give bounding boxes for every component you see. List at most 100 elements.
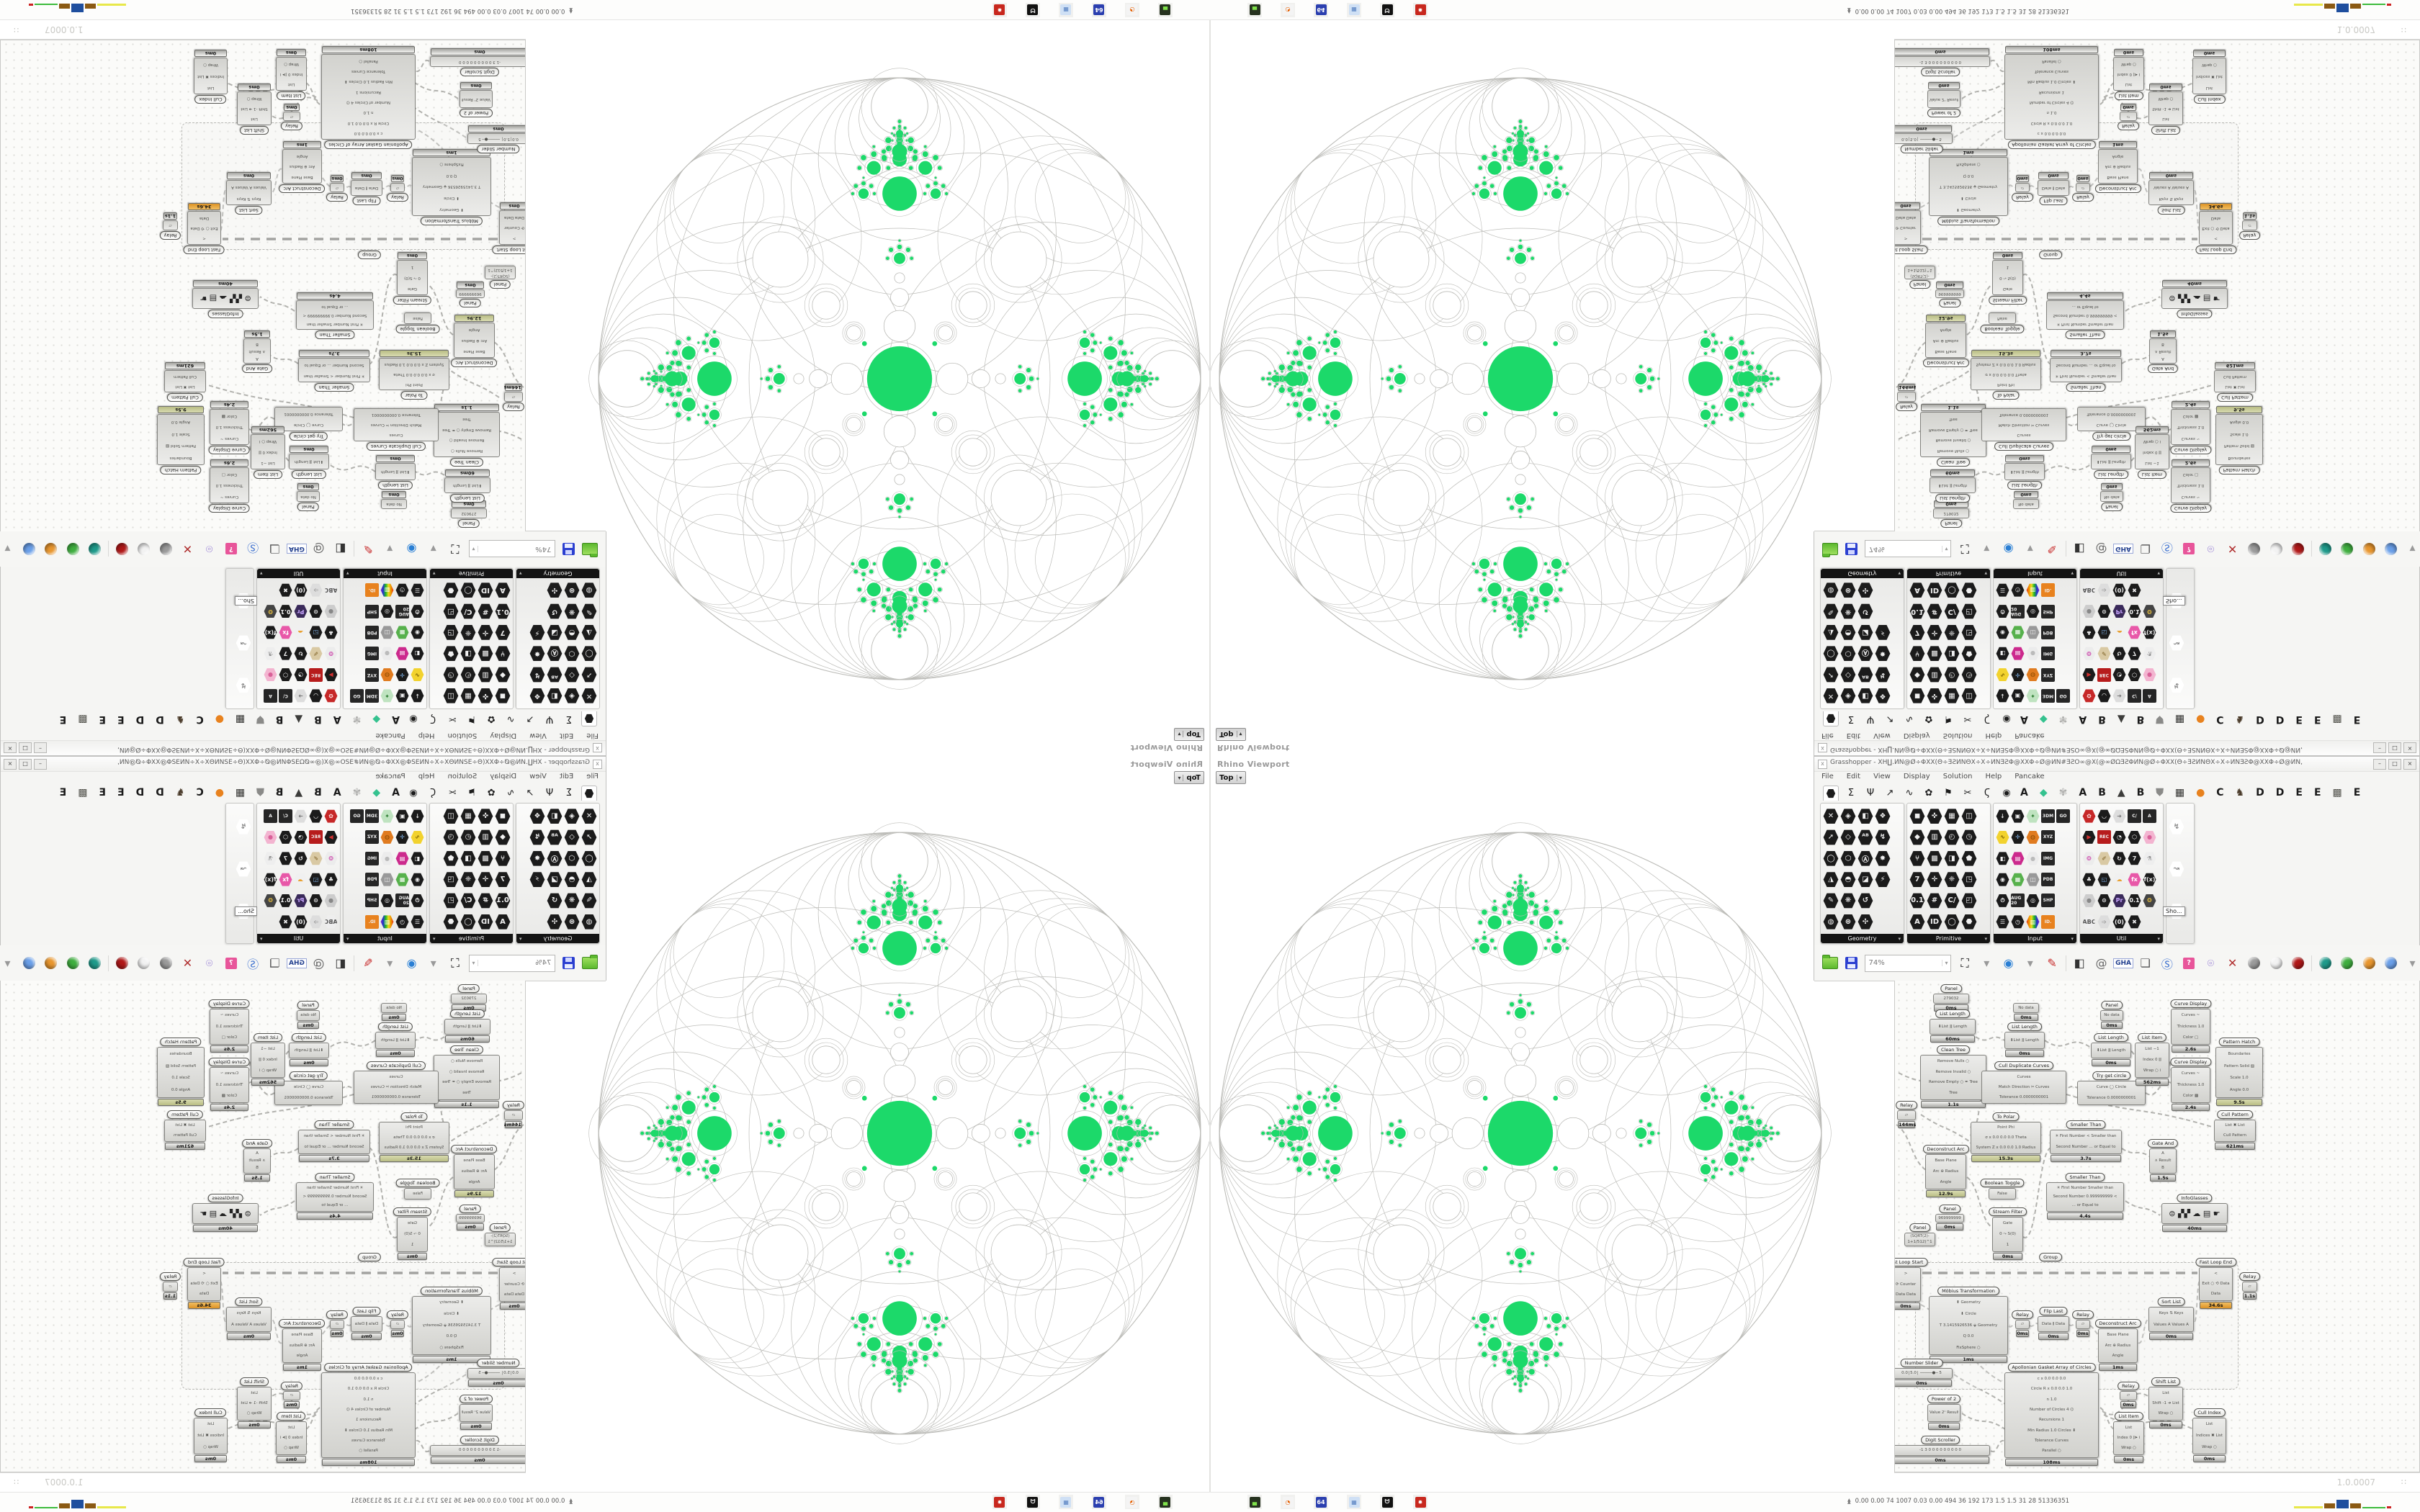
component-icon[interactable]: ↻ xyxy=(2112,647,2126,660)
component-icon[interactable]: ✦ xyxy=(380,809,394,823)
component-icon[interactable]: ID. xyxy=(2041,914,2055,929)
component-icon[interactable]: ᴬᴮ xyxy=(547,667,563,683)
component-icon[interactable]: ● xyxy=(2026,647,2040,660)
component-icon[interactable]: ◫ xyxy=(443,809,459,824)
tab-icon-0[interactable] xyxy=(581,786,597,801)
component-icon[interactable]: ⏱ xyxy=(1996,894,2009,907)
plugin-tab-2[interactable]: ✾ xyxy=(2058,714,2068,725)
component-icon[interactable]: ◮ xyxy=(1823,872,1839,887)
plugin-tab-4[interactable]: B xyxy=(2098,787,2106,798)
component-icon[interactable]: ✸ xyxy=(529,646,545,662)
component-icon[interactable]: ◮ xyxy=(581,624,597,640)
component-icon[interactable]: ➩ xyxy=(2097,583,2111,597)
search-icon[interactable]: Ⓢ xyxy=(247,541,259,555)
export-doc-icon[interactable]: ❏ xyxy=(269,956,280,970)
idea-bulb-icon[interactable]: ⌾ xyxy=(2207,955,2215,970)
export-doc-icon[interactable]: ❏ xyxy=(2140,956,2151,970)
tab-icon-5[interactable]: ✿ xyxy=(1924,788,1933,798)
plugin-tab-5[interactable]: ▲ xyxy=(2117,714,2125,725)
component-icon[interactable]: ID. xyxy=(365,583,379,598)
component-icon[interactable]: f(x) xyxy=(2143,873,2156,886)
component-icon[interactable]: ▥ xyxy=(2026,583,2040,597)
bat-icon[interactable]: ᗢ xyxy=(1026,1495,1040,1509)
component-icon[interactable]: ☰ xyxy=(411,583,424,597)
virus-gear-icon[interactable]: ✹ xyxy=(992,3,1007,17)
ball-wire-icon[interactable] xyxy=(135,955,152,972)
component-icon[interactable]: ☁ xyxy=(294,873,308,886)
component-icon[interactable]: 0.1 xyxy=(2128,894,2141,907)
component-icon[interactable]: ⚗ xyxy=(2143,647,2156,660)
virus-gear-icon[interactable]: ✹ xyxy=(1413,1495,1428,1509)
component-icon[interactable]: ⑂ xyxy=(1909,646,1925,662)
component-icon[interactable]: ▥ xyxy=(380,915,394,929)
component-icon[interactable]: 0.1 xyxy=(279,605,292,618)
caret-icon[interactable]: ▾ xyxy=(387,542,393,556)
calculator-icon[interactable]: ▦ xyxy=(1059,3,1073,17)
menu-view[interactable]: View xyxy=(1873,773,1891,780)
pin-teal-icon[interactable] xyxy=(86,541,103,558)
component-icon[interactable]: ⊙ xyxy=(2097,605,2111,618)
menu-view[interactable]: View xyxy=(1873,732,1891,739)
component-icon[interactable]: ▦ xyxy=(1944,688,1960,703)
component-icon[interactable]: ◪ xyxy=(1857,872,1873,887)
plugin-tab-7[interactable]: ⛊ xyxy=(2156,714,2164,725)
component-icon[interactable]: ⊙ xyxy=(2097,894,2111,907)
component-icon[interactable]: ID. xyxy=(365,914,379,929)
component-icon[interactable]: ID xyxy=(478,582,493,598)
component-icon[interactable]: ◡ xyxy=(309,809,323,823)
component-icon[interactable]: ✣ xyxy=(547,582,563,598)
component-icon[interactable]: ✸ xyxy=(1875,850,1891,866)
component-icon[interactable]: ◴ xyxy=(1944,829,1960,845)
plugin-tab-1[interactable]: ◆ xyxy=(372,714,381,725)
component-icon[interactable]: ◮ xyxy=(581,872,597,888)
ball-orange-icon[interactable] xyxy=(2360,541,2377,558)
plugin-tab-8[interactable]: ▦ xyxy=(235,787,246,798)
mystery-box-icon[interactable]: ? xyxy=(2181,541,2197,558)
component-icon[interactable]: ID. xyxy=(2041,583,2055,598)
component-icon[interactable]: ∿ xyxy=(411,830,424,844)
component-icon[interactable]: ✦ xyxy=(2026,689,2040,703)
component-icon[interactable]: ● xyxy=(2082,894,2096,907)
component-icon[interactable]: ● xyxy=(264,668,277,682)
component-icon[interactable]: 7 xyxy=(495,872,511,888)
component-icon[interactable]: ◱ xyxy=(309,626,323,639)
plugin-tab-14[interactable]: E xyxy=(2295,787,2303,798)
component-icon[interactable]: ➚ xyxy=(581,829,597,845)
pin-teal-icon[interactable] xyxy=(2317,955,2334,972)
component-icon[interactable]: ✐ xyxy=(309,852,323,865)
component-icon[interactable]: ◓ xyxy=(1840,624,1856,640)
plugin-tab-3[interactable]: A xyxy=(2079,787,2087,798)
floppy64-icon[interactable]: 64 xyxy=(1314,3,1328,17)
pin-green-icon[interactable] xyxy=(2339,955,2355,972)
ball-blue-icon[interactable] xyxy=(21,541,37,558)
component-icon[interactable]: ◎ xyxy=(380,605,394,618)
component-icon[interactable]: ▩ xyxy=(478,646,493,662)
component-icon[interactable]: ⚗ xyxy=(264,852,277,865)
plugin-tab-15[interactable]: E xyxy=(99,714,107,725)
component-icon[interactable]: ◼ xyxy=(1909,809,1925,824)
plugin-tab-1[interactable]: ◆ xyxy=(372,787,381,798)
firefox-icon[interactable]: ◔ xyxy=(1281,1495,1295,1509)
component-icon[interactable]: ◍ xyxy=(2026,831,2040,844)
wire-display-icon[interactable]: ✕ xyxy=(2227,542,2238,556)
plugin-tab-12[interactable]: D xyxy=(156,787,164,798)
component-icon[interactable]: ◯ xyxy=(581,850,597,866)
menu-solution[interactable]: Solution xyxy=(1942,732,1973,739)
menu-display[interactable]: Display xyxy=(490,773,517,780)
component-icon[interactable]: ❂ xyxy=(264,605,277,618)
plugin-tab-3[interactable]: A xyxy=(333,787,341,798)
component-icon[interactable]: ◉ xyxy=(411,873,424,886)
component-icon[interactable]: ♣ xyxy=(2082,873,2096,886)
menu-pancake[interactable]: Pancake xyxy=(375,773,405,780)
component-icon[interactable]: ✿ xyxy=(324,689,338,703)
component-icon[interactable]: ✕ xyxy=(1823,688,1839,703)
component-icon[interactable]: ❖ xyxy=(529,809,545,824)
display-mode-icon[interactable]: ◧ xyxy=(335,956,346,970)
component-icon[interactable]: ▤ xyxy=(2011,647,2025,660)
plugin-tab-5[interactable]: ▲ xyxy=(295,787,303,798)
component-icon[interactable]: ABC xyxy=(324,583,338,597)
save-file-icon[interactable] xyxy=(560,955,577,972)
component-icon[interactable]: ⏱ xyxy=(1996,605,2009,618)
component-icon[interactable]: ◯ xyxy=(460,582,476,598)
component-icon[interactable]: ↯ xyxy=(236,678,251,693)
